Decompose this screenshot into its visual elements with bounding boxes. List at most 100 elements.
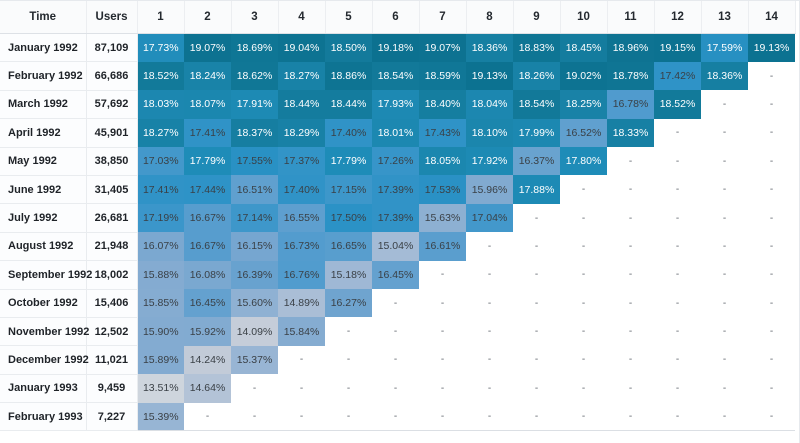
retention-cell: 14.89% (278, 289, 325, 318)
retention-cell: 19.13% (748, 33, 795, 62)
retention-cell: 17.40% (325, 118, 372, 148)
empty-cell: - (654, 260, 701, 290)
empty-cell: - (748, 289, 795, 318)
empty-cell: - (513, 289, 560, 318)
cohort-row: December 1992 11,021 15.89% 14.24% 15.37% - - -… (0, 345, 795, 375)
cohort-table-header: Time Users 1 2 3 4 5 6 7 8 9 10 11 12 13 14 (0, 1, 796, 34)
empty-cell: - (654, 232, 701, 261)
retention-cell: 17.03% (137, 147, 184, 176)
retention-cell: 15.85% (137, 289, 184, 318)
retention-cell: 19.07% (184, 33, 231, 62)
retention-cell: 18.54% (372, 61, 419, 91)
cohort-users-count: 11,021 (86, 345, 138, 375)
retention-cell: 17.99% (513, 118, 560, 148)
cohort-label: November 1992 (0, 317, 89, 347)
cohort-row: October 1992 15,406 15.85% 16.45% 15.60% 14.8… (0, 289, 795, 318)
period-column-header-13: 13 (701, 1, 749, 34)
empty-cell: - (372, 289, 419, 318)
empty-cell: - (607, 175, 654, 204)
empty-cell: - (701, 203, 748, 233)
retention-cell: 15.60% (231, 289, 278, 318)
retention-cell: 18.44% (325, 90, 372, 119)
cohort-row: January 1993 9,459 13.51% 14.64% - - - - - - - - - - -… (0, 374, 795, 404)
empty-cell: - (419, 345, 466, 375)
retention-cell: 16.52% (560, 118, 607, 148)
retention-cell: 18.62% (231, 61, 278, 91)
empty-cell: - (701, 147, 748, 176)
retention-cell: 18.04% (466, 90, 513, 119)
empty-cell: - (513, 203, 560, 233)
empty-cell: - (560, 289, 607, 318)
empty-cell: - (748, 232, 795, 261)
retention-cell: 19.15% (654, 33, 701, 62)
empty-cell: - (701, 90, 748, 119)
empty-cell: - (513, 345, 560, 375)
empty-cell: - (607, 232, 654, 261)
retention-cell: 18.10% (466, 118, 513, 148)
retention-cell: 18.59% (419, 61, 466, 91)
cohort-users-count: 21,948 (86, 232, 138, 262)
retention-cell: 16.65% (325, 232, 372, 261)
retention-cell: 17.80% (560, 147, 607, 176)
cohort-row: February 1993 7,227 15.39% - - - - - - - - - - - - - (0, 402, 795, 432)
retention-cell: 16.67% (184, 203, 231, 233)
empty-cell: - (701, 118, 748, 148)
retention-cell: 18.33% (607, 118, 654, 148)
retention-cell: 18.29% (278, 118, 325, 148)
retention-cell: 19.18% (372, 33, 419, 62)
cohort-label: February 1992 (0, 61, 87, 91)
cohort-row: August 1992 21,948 16.07% 16.67% 16.15% 16.73… (0, 232, 795, 262)
retention-cell: 19.02% (560, 61, 607, 91)
empty-cell: - (748, 118, 795, 148)
empty-cell: - (325, 317, 372, 346)
empty-cell: - (466, 289, 513, 318)
retention-cell: 15.84% (278, 317, 325, 346)
empty-cell: - (654, 203, 701, 233)
cohort-label: August 1992 (0, 232, 87, 262)
empty-cell: - (654, 402, 701, 431)
cohort-label: July 1992 (0, 203, 87, 233)
period-column-header-6: 6 (372, 1, 420, 34)
retention-cell: 18.01% (372, 118, 419, 148)
retention-cell: 15.96% (466, 175, 513, 204)
empty-cell: - (372, 374, 419, 403)
empty-cell: - (607, 289, 654, 318)
retention-cell: 17.92% (466, 147, 513, 176)
empty-cell: - (513, 260, 560, 290)
retention-cell: 16.73% (278, 232, 325, 261)
retention-cell: 15.90% (137, 317, 184, 346)
cohort-row: March 1992 57,692 18.03% 18.07% 17.91% 18.44%… (0, 90, 795, 120)
empty-cell: - (748, 203, 795, 233)
cohort-row: September 1992 18,002 15.88% 16.08% 16.39% 16… (0, 260, 795, 290)
empty-cell: - (278, 374, 325, 403)
empty-cell: - (654, 147, 701, 176)
empty-cell: - (372, 345, 419, 375)
empty-cell: - (560, 402, 607, 431)
retention-cell: 16.15% (231, 232, 278, 261)
retention-cell: 18.50% (325, 33, 372, 62)
retention-cell: 18.86% (325, 61, 372, 91)
retention-cell: 17.73% (137, 33, 184, 62)
retention-cell: 18.83% (513, 33, 560, 62)
retention-cell: 16.07% (137, 232, 184, 261)
retention-cell: 17.04% (466, 203, 513, 233)
empty-cell: - (560, 203, 607, 233)
cohort-table: Time Users 1 2 3 4 5 6 7 8 9 10 11 12 13 14 January 199… (0, 1, 796, 432)
empty-cell: - (513, 232, 560, 261)
empty-cell: - (748, 317, 795, 346)
cohort-row: May 1992 38,850 17.03% 17.79% 17.55% 17.37% 17… (0, 147, 795, 176)
retention-cell: 15.18% (325, 260, 372, 290)
retention-cell: 16.55% (278, 203, 325, 233)
empty-cell: - (607, 402, 654, 431)
empty-cell: - (466, 374, 513, 403)
retention-cell: 17.26% (372, 147, 419, 176)
retention-cell: 16.45% (184, 289, 231, 318)
empty-cell: - (654, 345, 701, 375)
cohort-users-count: 66,686 (86, 61, 138, 91)
retention-cell: 18.54% (513, 90, 560, 119)
empty-cell: - (231, 374, 278, 403)
retention-cell: 16.45% (372, 260, 419, 290)
retention-cell: 18.27% (137, 118, 184, 148)
period-column-header-1: 1 (137, 1, 185, 34)
cohort-label: September 1992 (0, 260, 92, 290)
